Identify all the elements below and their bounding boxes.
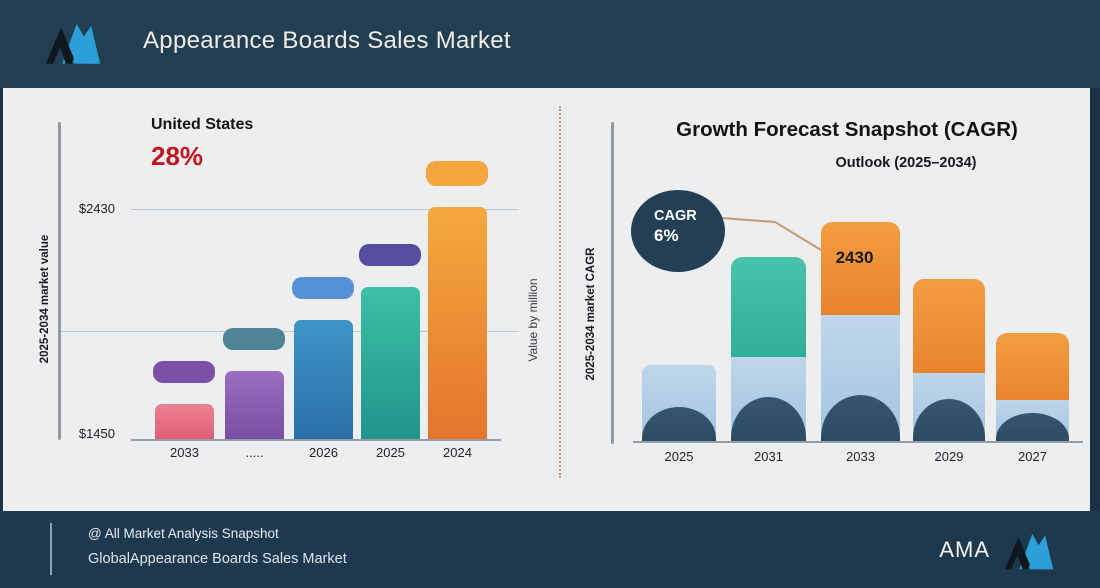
gridline-2430	[131, 209, 519, 210]
bar-marker-2033	[153, 361, 215, 383]
bar-.....	[225, 371, 284, 439]
bar-marker-2024	[426, 161, 488, 186]
footer: @ All Market Analysis Snapshot GlobalApp…	[0, 511, 1100, 588]
right-x-axis	[633, 441, 1083, 443]
cagr-badge-label: CAGR	[654, 208, 697, 224]
x-label: 2029	[934, 449, 964, 464]
x-label: .....	[245, 445, 264, 460]
content-area: $2430 $1450 2025-2034 market value Unite…	[3, 88, 1090, 511]
header: Appearance Boards Sales Market	[0, 0, 1100, 88]
value-axis-note: Value by million	[526, 278, 540, 362]
segment-top-2033	[821, 222, 900, 319]
bar-2024	[428, 207, 487, 439]
bar-marker-2026	[292, 277, 354, 299]
x-label: 2031	[754, 449, 783, 464]
left-ytick-top: $2430	[78, 201, 115, 216]
cagr-badge-value: 6%	[654, 226, 679, 246]
right-chart-subtitle: Outlook (2025–2034)	[835, 155, 977, 171]
page-title: Appearance Boards Sales Market	[143, 27, 511, 54]
ama-logo-icon	[1004, 533, 1054, 570]
left-y-axis	[58, 122, 61, 440]
x-label: 2033	[846, 449, 875, 464]
bar-2033	[155, 404, 214, 439]
left-chart-highlight-pct: 28%	[151, 141, 204, 171]
x-label: 2024	[443, 445, 472, 460]
right-y-axis-title: 2025-2034 market CAGR	[585, 247, 597, 381]
footer-line2: GlobalAppearance Boards Sales Market	[88, 551, 347, 567]
cagr-badge: CAGR 6%	[631, 190, 725, 272]
footer-line1: @ All Market Analysis Snapshot	[88, 526, 279, 541]
segment-top-2029	[913, 279, 985, 377]
left-ytick-bottom: $1450	[78, 426, 115, 441]
right-y-axis	[611, 122, 614, 444]
bar-marker-2025	[359, 244, 421, 266]
left-chart-region-label: United States	[151, 116, 254, 133]
gridline-mid	[61, 331, 519, 332]
x-label: 2025	[376, 445, 405, 460]
left-y-axis-title: 2025-2034 market value	[39, 234, 51, 364]
right-chart-title: Growth Forecast Snapshot (CAGR)	[676, 118, 1018, 141]
panel-divider	[559, 106, 561, 478]
x-label: 2025	[664, 449, 694, 464]
x-label: 2027	[1018, 449, 1047, 464]
bar-annotation: 2430	[835, 248, 874, 267]
segment-top-2027	[996, 333, 1069, 404]
left-x-axis	[131, 439, 501, 441]
footer-brand: AMA	[939, 529, 1056, 571]
footer-brand-text: AMA	[939, 537, 990, 562]
footer-separator	[50, 523, 52, 575]
ama-logo-icon	[45, 23, 101, 64]
bar-2025	[361, 287, 420, 439]
x-label: 2026	[309, 445, 338, 460]
x-label: 2033	[170, 445, 199, 460]
bar-marker-.....	[223, 328, 285, 350]
segment-top-2031	[731, 257, 806, 361]
bar-2026	[294, 320, 353, 439]
